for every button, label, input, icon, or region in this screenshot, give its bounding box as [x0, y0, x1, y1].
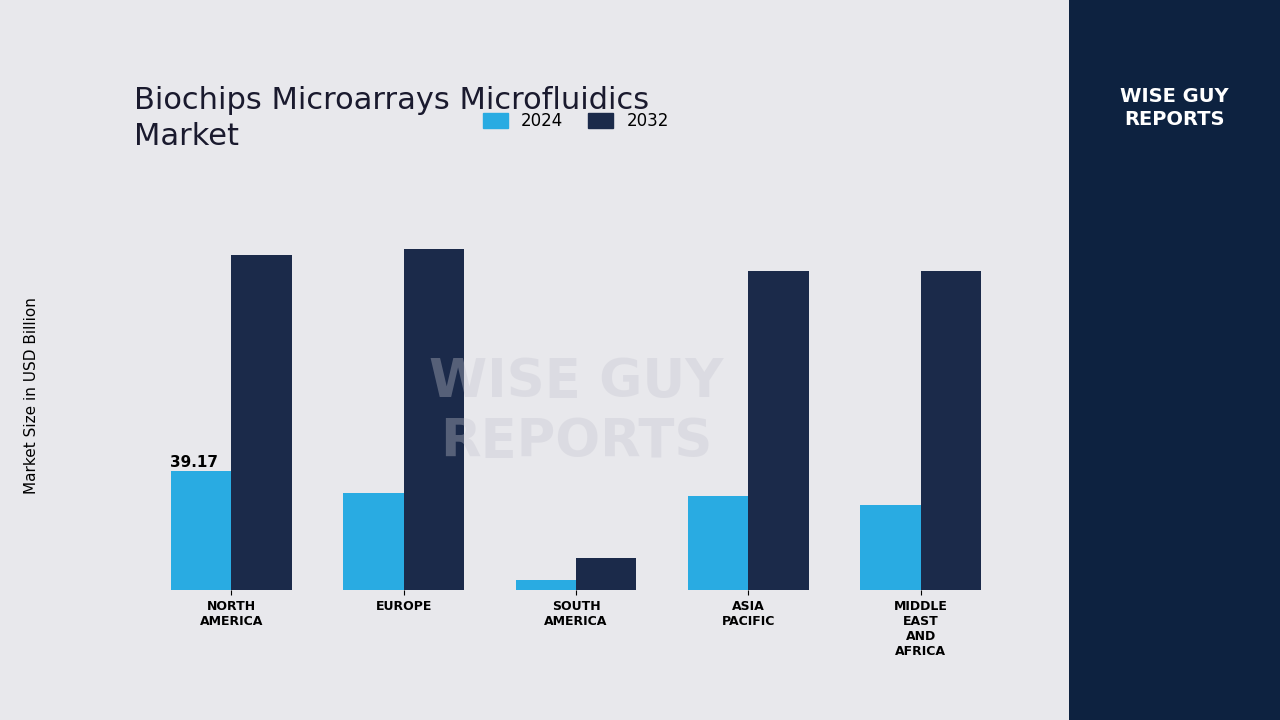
Bar [403, 249, 465, 590]
Bar [232, 256, 292, 590]
Bar [516, 580, 576, 590]
Bar [860, 505, 920, 590]
Bar [576, 559, 636, 590]
Text: WISE GUY
REPORTS: WISE GUY REPORTS [1120, 86, 1229, 130]
Text: WISE GUY
REPORTS: WISE GUY REPORTS [429, 356, 723, 468]
Text: 39.17: 39.17 [170, 454, 218, 469]
Text: Biochips Microarrays Microfluidics
Market: Biochips Microarrays Microfluidics Marke… [134, 86, 649, 151]
Bar [920, 271, 980, 590]
Bar [172, 471, 232, 590]
Legend: 2024, 2032: 2024, 2032 [475, 104, 677, 138]
Bar [689, 496, 749, 590]
Text: Market Size in USD Billion: Market Size in USD Billion [24, 297, 40, 495]
Bar [343, 493, 403, 590]
Bar [749, 271, 809, 590]
